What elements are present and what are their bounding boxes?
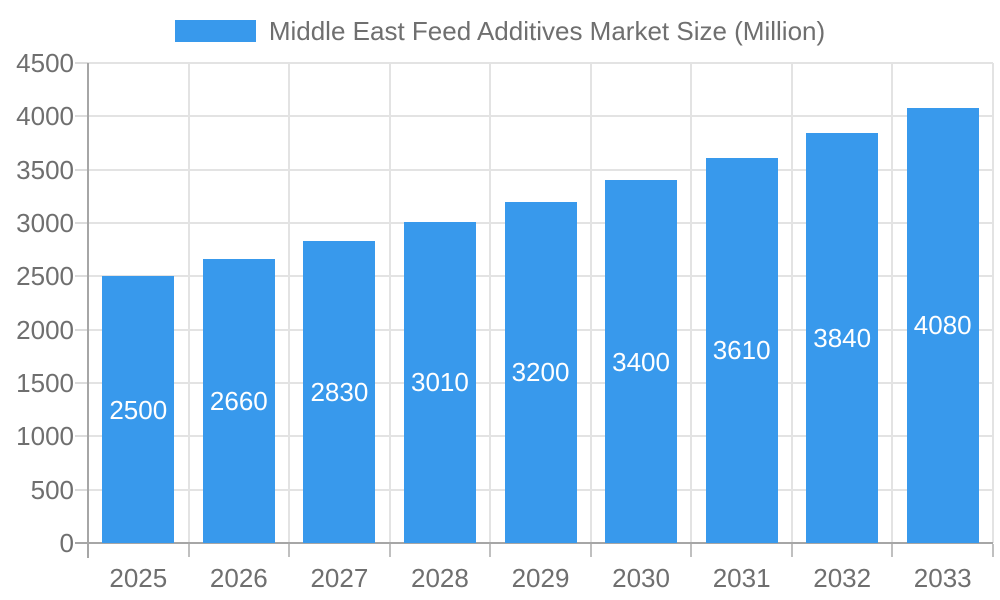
x-gridline	[489, 63, 492, 543]
x-tick-label: 2029	[511, 563, 570, 593]
y-gridline	[88, 62, 993, 64]
y-axis-tick	[75, 168, 88, 171]
x-axis-tick	[589, 544, 592, 557]
bar-value-label: 2500	[109, 394, 168, 425]
y-axis-tick	[75, 488, 88, 491]
x-gridline	[288, 63, 291, 543]
y-axis-tick	[75, 62, 88, 64]
bar[interactable]: 3400	[605, 180, 678, 543]
y-axis-tick	[75, 222, 88, 224]
x-tick-label: 2033	[913, 563, 972, 593]
x-gridline	[388, 63, 391, 543]
x-tick-label: 2025	[109, 563, 168, 593]
x-tick-label: 2030	[612, 563, 670, 593]
y-tick-label: 4000	[16, 101, 74, 132]
y-tick-label: 1500	[16, 368, 74, 398]
bar[interactable]: 3010	[403, 221, 476, 543]
bar-value-label: 3200	[511, 357, 570, 388]
y-gridline	[88, 115, 993, 118]
y-tick-label: 0	[59, 528, 74, 558]
legend-label: Middle East Feed Additives Market Size (…	[268, 16, 826, 46]
y-tick-label: 2500	[16, 261, 74, 292]
y-tick-label: 2000	[16, 314, 74, 345]
y-axis-tick	[75, 275, 88, 278]
y-tick-label: 1000	[16, 421, 74, 452]
chart-legend[interactable]: Middle East Feed Additives Market Size (…	[0, 17, 1000, 45]
x-tick-label: 2032	[813, 563, 872, 593]
x-axis-tick	[891, 544, 894, 557]
x-tick-label: 2031	[712, 563, 771, 593]
plot-area: 0 500 1000 1500 2000 2500 3000 3500 4000 4500 2500…	[16, 48, 994, 593]
bar[interactable]: 3200	[504, 201, 577, 543]
x-gridline	[690, 63, 693, 543]
bar-value-label: 2830	[310, 377, 369, 408]
y-axis-tick	[75, 328, 88, 331]
bar[interactable]: 4080	[906, 107, 979, 543]
bar[interactable]: 3840	[806, 133, 879, 543]
y-axis-tick	[75, 115, 88, 118]
x-axis-tick	[690, 544, 693, 557]
x-gridline	[790, 63, 793, 543]
y-gridline	[88, 168, 993, 171]
x-gridline	[187, 63, 190, 543]
y-axis-tick	[75, 435, 88, 438]
x-gridline	[891, 63, 894, 543]
bar-value-label: 3610	[712, 335, 771, 366]
y-tick-label: 500	[30, 474, 74, 505]
x-axis-tick	[288, 544, 291, 557]
x-axis-line	[75, 542, 993, 544]
bar-value-label: 2660	[209, 386, 268, 417]
bar[interactable]: 3610	[705, 157, 778, 543]
x-axis-tick	[790, 544, 793, 557]
x-axis-tick	[187, 544, 190, 557]
y-tick-label: 4500	[16, 48, 74, 78]
x-gridline	[589, 63, 592, 543]
bar[interactable]: 2500	[102, 276, 175, 543]
y-axis-line	[87, 63, 89, 558]
bar-value-label: 4080	[913, 310, 972, 341]
bar-value-label: 3400	[612, 346, 670, 377]
legend-swatch-icon	[174, 20, 256, 42]
bar-value-label: 3840	[813, 323, 872, 354]
bar-value-label: 3010	[411, 367, 469, 398]
x-gridline	[992, 63, 994, 543]
bar[interactable]: 2660	[202, 259, 275, 543]
x-tick-label: 2028	[411, 563, 469, 593]
y-tick-label: 3000	[16, 208, 74, 238]
x-axis-tick	[992, 544, 994, 557]
x-axis-tick	[388, 544, 391, 557]
x-tick-label: 2027	[310, 563, 369, 593]
x-axis-tick	[489, 544, 492, 557]
y-tick-label: 3500	[16, 154, 74, 185]
y-axis-tick	[75, 382, 88, 384]
x-tick-label: 2026	[209, 563, 268, 593]
bar[interactable]: 2830	[303, 241, 376, 543]
